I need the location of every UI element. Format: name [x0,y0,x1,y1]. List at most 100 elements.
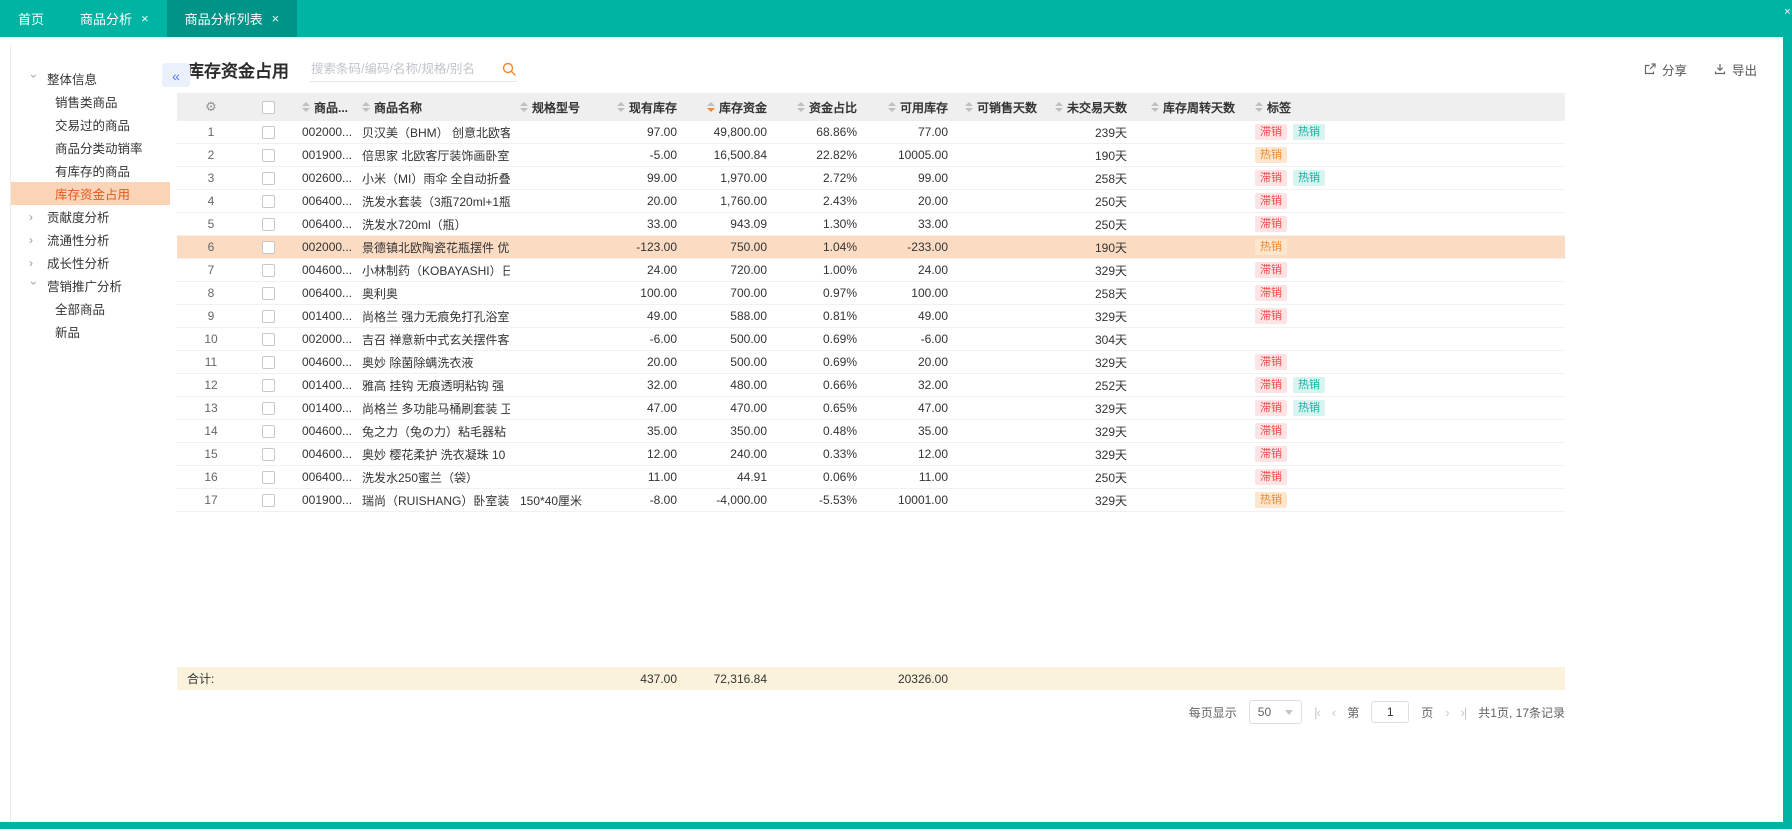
sidebar-item[interactable]: 交易过的商品 [11,113,170,136]
row-checkbox[interactable] [262,148,275,162]
page-number-input[interactable] [1371,701,1410,723]
table-row[interactable]: 11 004600... 奥妙 除菌除螨洗衣液 20.00 500.00 0.69% 20.… [177,351,1565,374]
column-header-stock[interactable]: 现有库存 [597,93,687,121]
cell-avail: 24.00 [917,263,948,277]
cell-no_trade_days: 250天 [1094,217,1127,232]
row-checkbox[interactable] [262,355,275,369]
cell-name: 尚格兰 强力无痕免打孔浴室 [362,309,510,324]
row-checkbox[interactable] [262,217,275,231]
column-header-tags[interactable]: 标签 [1245,93,1565,121]
table-row[interactable]: 4 006400... 洗发水套装（3瓶720ml+1瓶 20.00 1,760.00 2… [177,190,1565,213]
select-all-checkbox[interactable] [262,100,275,114]
table-row[interactable]: 7 004600... 小林制药（KOBAYASHI）日 24.00 720.00 1.0… [177,259,1565,282]
table-row[interactable]: 9 001400... 尚格兰 强力无痕免打孔浴室 49.00 588.00 0.81% 4… [177,305,1565,328]
cell-fund: -4,000.00 [716,493,767,507]
row-checkbox[interactable] [262,125,275,139]
sidebar-item[interactable]: 库存资金占用 [11,182,170,205]
column-settings-gear-icon[interactable]: ⚙ [205,99,217,114]
row-checkbox[interactable] [262,263,275,277]
page-size-select[interactable]: 50 [1248,700,1303,724]
row-checkbox[interactable] [262,171,275,185]
column-header-code[interactable]: 商品... [292,93,352,121]
main-header: 库存资金占用 分享 [177,45,1771,93]
cell-spec [510,305,597,327]
row-checkbox[interactable] [262,493,275,507]
column-header-idx[interactable]: ⚙ [177,93,245,121]
sidebar-item[interactable]: › 整体信息 [11,67,170,90]
row-checkbox[interactable] [262,309,275,323]
tab-close-icon[interactable]: × [141,11,149,26]
last-page-button[interactable]: ›| [1460,704,1468,720]
column-header-check[interactable] [245,93,292,121]
column-header-turnover_days[interactable]: 库存周转天数 [1137,93,1245,121]
row-checkbox[interactable] [262,401,275,415]
cell-ratio: 1.00% [822,263,857,277]
next-page-button[interactable]: › [1445,704,1449,720]
table-row[interactable]: 10 002000... 吉召 禅意新中式玄关摆件客 -6.00 500.00 0.69%… [177,328,1565,351]
sidebar-item[interactable]: 有库存的商品 [11,159,170,182]
cell-turnover_days [1137,121,1245,143]
table-row[interactable]: 12 001400... 雅高 挂钩 无痕透明粘钩 强 32.00 480.00 0.66… [177,374,1565,397]
table-row[interactable]: 16 006400... 洗发水250蜜兰（袋） 11.00 44.91 0.06% 11.… [177,466,1565,489]
search-icon[interactable] [501,61,517,77]
row-checkbox[interactable] [262,424,275,438]
sidebar-item-label: 营销推广分析 [47,280,123,294]
prev-page-button[interactable]: ‹ [1331,704,1336,720]
window-close-icon[interactable]: × [1784,6,1791,18]
cell-fund: 240.00 [730,447,767,461]
column-header-avail[interactable]: 可用库存 [867,93,958,121]
tab-close-icon[interactable]: × [271,11,280,26]
table-row[interactable]: 13 001400... 尚格兰 多功能马桶刷套装 卫 47.00 470.00 0.65… [177,397,1565,420]
tag-teal: 热销 [1293,400,1325,416]
sidebar-item[interactable]: 新品 [11,320,170,343]
column-header-no_trade_days[interactable]: 未交易天数 [1047,93,1137,121]
tab-2[interactable]: 商品分析 × [62,0,167,37]
table-row[interactable]: 6 002000... 景德镇北欧陶瓷花瓶摆件 优 -123.00 750.00 1.04… [177,236,1565,259]
sidebar-item[interactable]: 商品分类动销率 [11,136,170,159]
share-button[interactable]: 分享 [1643,60,1687,79]
cell-name: 倍思家 北欧客厅装饰画卧室 [362,148,510,163]
row-checkbox[interactable] [262,447,275,461]
row-checkbox[interactable] [262,240,275,254]
column-header-sell_days[interactable]: 可销售天数 [958,93,1047,121]
row-checkbox[interactable] [262,194,275,208]
sidebar-item[interactable]: › 贡献度分析 [11,205,170,228]
table-row[interactable]: 17 001900... 瑞尚（RUISHANG）卧室装 150*40厘米 -8.00 -… [177,489,1565,512]
cell-idx: 7 [207,263,215,277]
cell-fund: 700.00 [730,286,767,300]
sidebar-item[interactable]: 销售类商品 [11,90,170,113]
sidebar-collapse-button[interactable]: « [162,63,190,87]
column-header-ratio[interactable]: 资金占比 [777,93,867,121]
table-row[interactable]: 1 002000... 贝汉美（BHM） 创意北欧客 97.00 49,800.00 68… [177,121,1565,144]
table-row[interactable]: 8 006400... 奥利奥 100.00 700.00 0.97% 100.00 258天… [177,282,1565,305]
row-checkbox[interactable] [262,286,275,300]
row-checkbox[interactable] [262,470,275,484]
cell-check [245,167,292,189]
table-row[interactable]: 15 004600... 奥妙 樱花柔护 洗衣凝珠 10 12.00 240.00 0.3… [177,443,1565,466]
tab-1[interactable]: 首页 [0,0,62,37]
column-header-spec[interactable]: 规格型号 [510,93,597,121]
row-checkbox[interactable] [262,332,275,346]
column-header-fund[interactable]: 库存资金 [687,93,777,121]
search-input[interactable] [309,60,501,77]
cell-idx: 5 [207,217,215,231]
cell-turnover_days [1137,236,1245,258]
table-row[interactable]: 2 001900... 倍思家 北欧客厅装饰画卧室 -5.00 16,500.84 22.… [177,144,1565,167]
table-row[interactable]: 14 004600... 兔之力（兔の力）粘毛器粘 35.00 350.00 0.48% 3… [177,420,1565,443]
sidebar-item[interactable]: › 营销推广分析 [11,274,170,297]
table-row[interactable]: 5 006400... 洗发水720ml（瓶） 33.00 943.09 1.30% 33.… [177,213,1565,236]
column-header-name[interactable]: 商品名称 [352,93,510,121]
row-checkbox[interactable] [262,378,275,392]
sort-icon [796,102,805,112]
table-row[interactable]: 3 002600... 小米（MI）雨伞 全自动折叠 99.00 1,970.00 2.7… [177,167,1565,190]
first-page-button[interactable]: |‹ [1314,704,1321,720]
page-size-label: 每页显示 [1188,705,1237,720]
sidebar-item[interactable]: › 成长性分析 [11,251,170,274]
sidebar-item[interactable]: 全部商品 [11,297,170,320]
cell-turnover_days [1137,259,1245,281]
export-button[interactable]: 导出 [1713,60,1757,79]
sidebar-item[interactable]: › 流通性分析 [11,228,170,251]
tab-3[interactable]: 商品分析列表 × [166,0,298,37]
cell-code: 002600... [302,171,352,185]
cell-no_trade_days: 239天 [1094,125,1127,140]
